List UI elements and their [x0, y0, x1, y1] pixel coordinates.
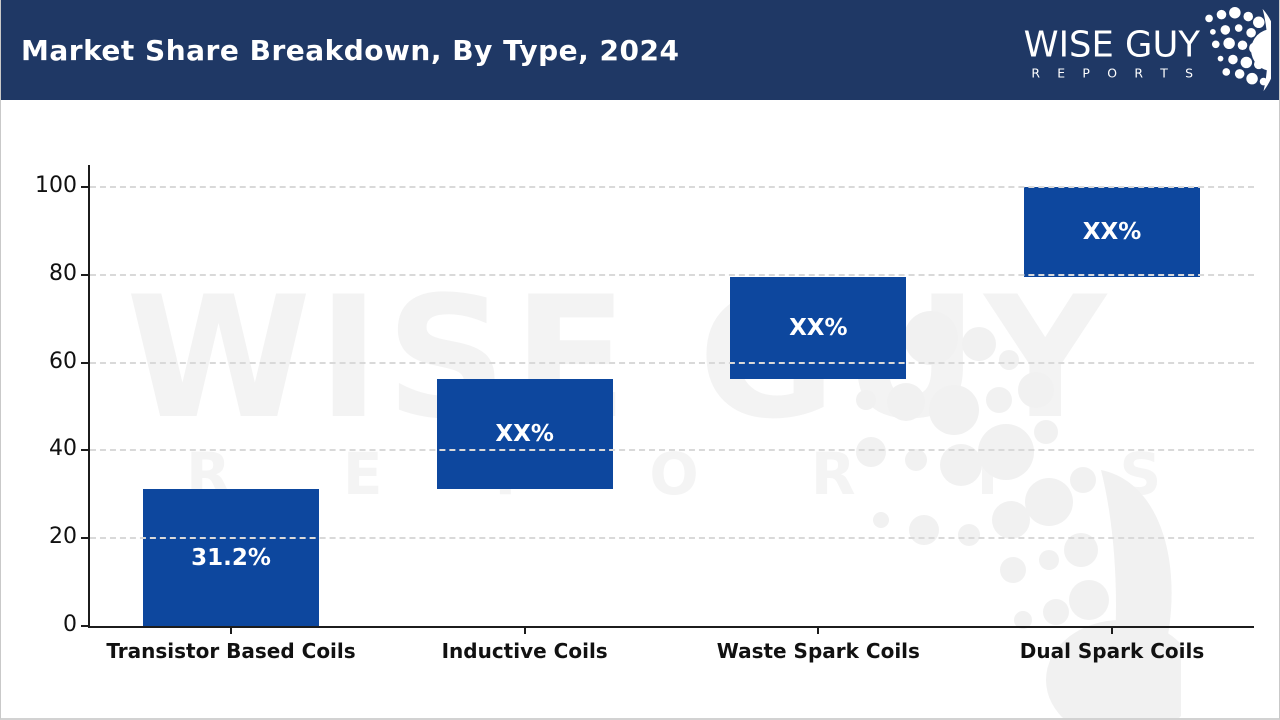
bar: XX% [436, 378, 613, 490]
y-axis [88, 165, 90, 628]
category-label: Inductive Coils [441, 639, 608, 663]
logo-face-icon [1205, 7, 1271, 92]
category-label: Dual Spark Coils [1019, 639, 1205, 663]
wise-guy-reports-logo: WISE GUY R E P O R T S [1024, 7, 1271, 92]
gridline [90, 449, 1254, 452]
x-tick-mark [1111, 628, 1113, 634]
logo-text-line1: WISE GUY [1024, 25, 1201, 66]
y-tick-label: 20 [49, 524, 77, 550]
x-axis [88, 626, 1254, 628]
y-tick-label: 60 [49, 348, 77, 374]
bar: XX% [1024, 187, 1200, 278]
bar-value-label: XX% [1082, 219, 1142, 246]
y-tick-mark [81, 186, 89, 188]
header: Market Share Breakdown, By Type, 2024 WI… [1, 0, 1279, 100]
category-label: Waste Spark Coils [716, 639, 920, 663]
x-tick-mark [523, 628, 526, 634]
category-label: Transistor Based Coils [106, 639, 356, 663]
gridline [90, 186, 1254, 188]
logo-text-line2: R E P O R T S [1031, 66, 1199, 81]
chart: WISE GUY R E P O R T S [1, 100, 1279, 718]
y-tick-mark [81, 361, 89, 364]
x-tick-mark [230, 628, 232, 634]
bar: 31.2% [143, 489, 319, 626]
y-tick-label: 80 [49, 260, 77, 286]
bar-value-label: 31.2% [191, 544, 271, 571]
bar-value-label: XX% [789, 315, 848, 342]
gridline [90, 537, 1254, 540]
bar-value-label: XX% [495, 420, 554, 447]
y-tick-mark [81, 449, 89, 452]
bar: XX% [730, 277, 907, 379]
gridline [90, 273, 1254, 276]
page-title: Market Share Breakdown, By Type, 2024 [21, 33, 680, 67]
y-tick-mark [81, 625, 89, 627]
gridline [90, 361, 1254, 364]
y-tick-label: 100 [35, 173, 77, 198]
y-tick-label: 0 [63, 612, 77, 637]
y-tick-mark [81, 537, 89, 540]
x-tick-mark [817, 628, 820, 634]
y-tick-mark [81, 273, 89, 276]
y-tick-label: 40 [49, 436, 77, 462]
watermark-face-dots-icon [814, 311, 1181, 718]
